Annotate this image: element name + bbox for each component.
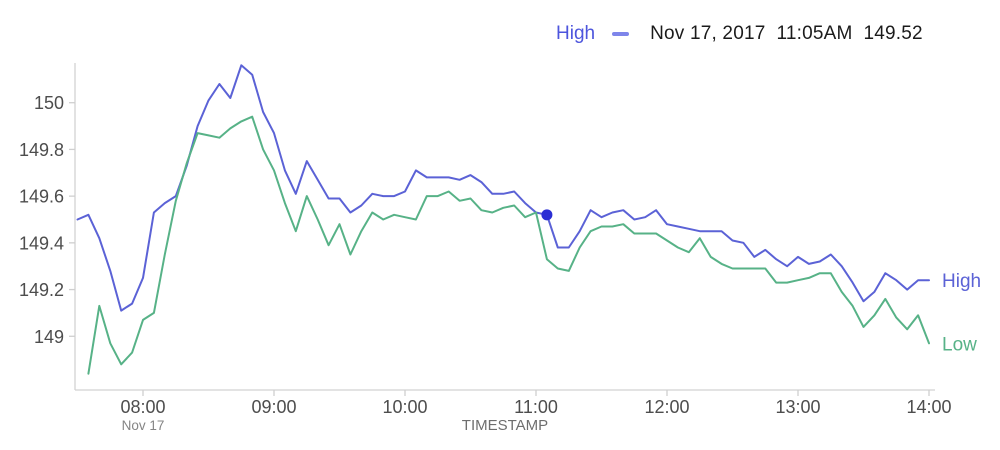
x-tick-date-sublabel: Nov 17 (122, 418, 165, 433)
low-line (87, 115, 930, 375)
x-tick-label: 10:00 (382, 397, 427, 417)
hover-legend-series-name: High (556, 23, 596, 44)
x-tick-label: 14:00 (906, 397, 951, 417)
hover-point-dot (541, 209, 553, 221)
y-tick-label: 149.2 (19, 280, 64, 300)
x-tick-label: 13:00 (775, 397, 820, 417)
legend-line-swatch-icon (612, 32, 630, 36)
x-tick-label: 08:00 (120, 397, 165, 417)
x-axis-title: TIMESTAMP (462, 417, 548, 434)
high-series-label: High (942, 271, 981, 292)
y-tick-label: 149.8 (19, 140, 64, 160)
low-series-label: Low (942, 334, 977, 355)
high-line (76, 64, 930, 312)
y-tick-label: 149.4 (19, 233, 64, 253)
hover-legend: High Nov 17, 2017 11:05AM 149.52 (556, 23, 923, 45)
x-tick-label: 11:00 (514, 397, 558, 417)
y-tick-label: 150 (34, 93, 64, 113)
x-tick-label: 12:00 (644, 397, 689, 417)
y-tick-label: 149.6 (19, 187, 64, 207)
x-tick-label: 09:00 (251, 397, 296, 417)
hover-legend-readout: Nov 17, 2017 11:05AM 149.52 (650, 23, 923, 44)
y-tick-label: 149 (34, 327, 64, 347)
